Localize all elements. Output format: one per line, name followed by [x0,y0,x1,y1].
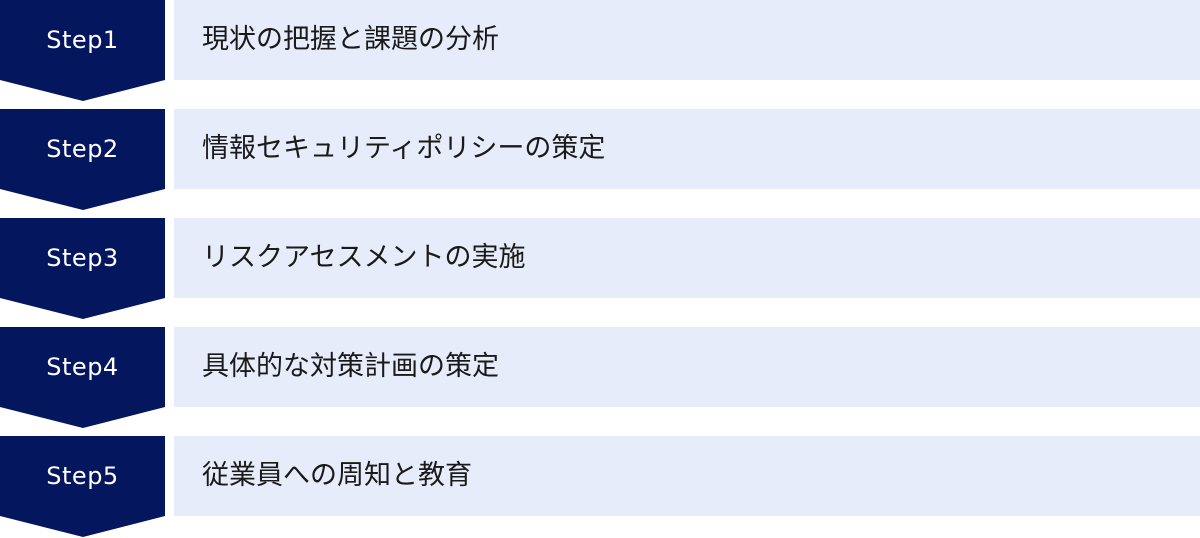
step-content-box: 情報セキュリティポリシーの策定 [174,109,1200,189]
chevron-arrow-icon [0,0,165,101]
chevron-arrow-icon [0,218,165,319]
step-label: Step5 [46,462,119,490]
step-row: Step2 情報セキュリティポリシーの策定 [0,109,1200,211]
chevron-arrow-icon [0,327,165,428]
step-content-box: 従業員への周知と教育 [174,436,1200,516]
step-text: 情報セキュリティポリシーの策定 [202,133,606,164]
step-badge: Step5 [0,436,165,538]
step-content-box: 現状の把握と課題の分析 [174,0,1200,80]
step-badge: Step2 [0,109,165,211]
step-label: Step1 [46,26,119,54]
step-content-box: リスクアセスメントの実施 [174,218,1200,298]
step-row: Step5 従業員への周知と教育 [0,436,1200,538]
step-badge: Step1 [0,0,165,102]
step-row: Step4 具体的な対策計画の策定 [0,327,1200,429]
step-text: リスクアセスメントの実施 [202,242,526,273]
step-label: Step4 [46,353,119,381]
step-text: 従業員への周知と教育 [202,460,472,491]
step-text: 現状の把握と課題の分析 [202,24,499,55]
step-row: Step1 現状の把握と課題の分析 [0,0,1200,102]
step-label: Step2 [46,135,119,163]
step-badge: Step3 [0,218,165,320]
step-label: Step3 [46,244,119,272]
step-badge: Step4 [0,327,165,429]
step-content-box: 具体的な対策計画の策定 [174,327,1200,407]
step-row: Step3 リスクアセスメントの実施 [0,218,1200,320]
chevron-arrow-icon [0,109,165,210]
step-text: 具体的な対策計画の策定 [202,351,499,382]
chevron-arrow-icon [0,436,165,537]
